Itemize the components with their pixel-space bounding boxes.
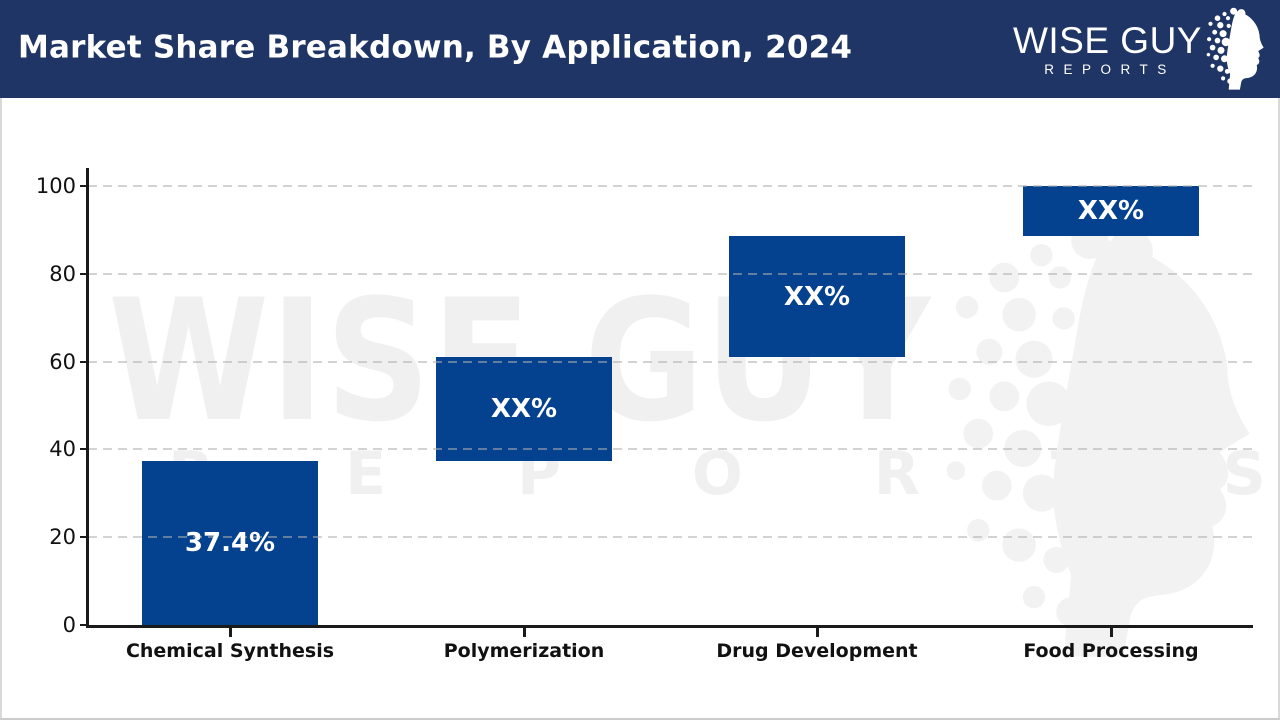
x-axis-tick: [1110, 628, 1113, 637]
y-axis-tick-40: [80, 448, 88, 451]
bar-food-processing: [1023, 186, 1199, 237]
y-axis-tick-0: [80, 624, 88, 626]
bar-value-label: XX%: [1077, 196, 1145, 227]
logo-head-icon: [1206, 7, 1264, 90]
gridline-60: [88, 360, 1253, 363]
x-axis-tick: [229, 628, 232, 637]
gridline-40: [88, 448, 1253, 451]
y-axis-label-100: 100: [35, 174, 76, 198]
y-axis-label-60: 60: [49, 349, 76, 374]
bar-polymerization: [436, 357, 612, 461]
page-title: Market Share Breakdown, By Application, …: [18, 29, 853, 66]
y-axis-tick-80: [80, 272, 88, 275]
y-axis-tick-100: [80, 185, 88, 187]
y-axis-spine: [86, 168, 89, 628]
y-axis-label-40: 40: [49, 437, 76, 462]
page-border-left: [0, 98, 2, 720]
y-axis-label-20: 20: [49, 525, 76, 550]
logo-subtitle: REPORTS: [1044, 61, 1176, 77]
page-border-right: [1278, 98, 1280, 720]
x-axis-label: Polymerization: [443, 640, 605, 662]
x-axis-label: Chemical Synthesis: [125, 640, 335, 662]
gridline-100: [88, 185, 1253, 187]
y-axis-label-0: 0: [62, 613, 76, 637]
y-axis-label-80: 80: [49, 261, 76, 286]
waterfall-chart: 37.4% XX% XX% XX% 0 20 40 60 80 100 Chemical Synth…: [0, 98, 1280, 720]
x-axis-tick: [816, 628, 819, 637]
x-axis-label: Drug Development: [716, 640, 918, 662]
y-axis-tick-60: [80, 360, 88, 363]
x-axis-label: Food Processing: [1023, 640, 1199, 662]
x-axis-spine: [86, 625, 1253, 628]
y-axis-tick-20: [80, 536, 88, 539]
bar-value-label: 37.4%: [184, 527, 276, 558]
logo-text: WISE GUY REPORTS: [1013, 22, 1202, 77]
gridline-80: [88, 272, 1253, 275]
bar-value-label: XX%: [490, 394, 558, 424]
bar-chemical-synthesis: [142, 460, 318, 625]
bar-drug-development: [729, 236, 905, 358]
wise-guy-logo: WISE GUY REPORTS: [1013, 7, 1270, 91]
page-border-bottom: [0, 718, 1280, 720]
gridline-20: [88, 536, 1253, 539]
logo-wordmark: WISE GUY: [1012, 19, 1202, 61]
bar-value-label: XX%: [783, 281, 851, 312]
x-axis-tick: [523, 628, 526, 637]
header-band: Market Share Breakdown, By Application, …: [0, 0, 1280, 98]
